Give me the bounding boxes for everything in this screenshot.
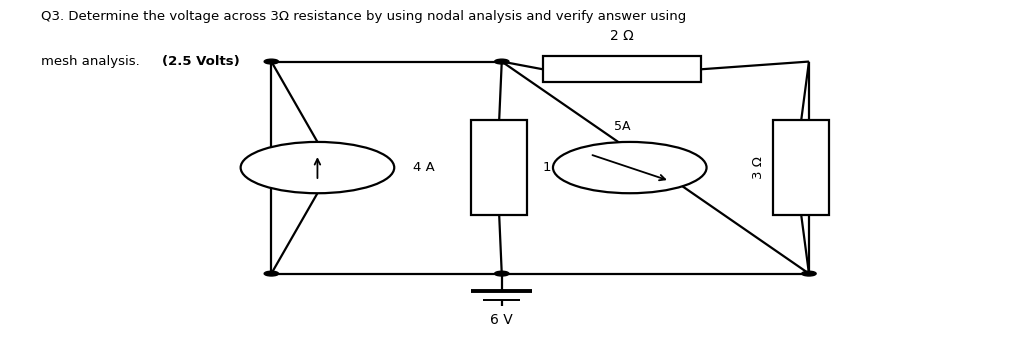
Bar <box>773 120 829 215</box>
Text: 5A: 5A <box>613 120 631 133</box>
Circle shape <box>802 271 816 276</box>
Circle shape <box>553 142 707 193</box>
Text: 1 Ω: 1 Ω <box>543 161 565 174</box>
Text: Q3. Determine the voltage across 3Ω resistance by using nodal analysis and verif: Q3. Determine the voltage across 3Ω resi… <box>41 10 686 23</box>
Text: 3 Ω: 3 Ω <box>752 156 765 179</box>
Circle shape <box>264 271 279 276</box>
Bar <box>471 120 527 215</box>
Text: 4 A: 4 A <box>413 161 434 174</box>
Circle shape <box>264 59 279 64</box>
Circle shape <box>495 59 509 64</box>
Text: 6 V: 6 V <box>490 313 513 327</box>
Text: (2.5 Volts): (2.5 Volts) <box>162 55 240 68</box>
Circle shape <box>241 142 394 193</box>
Circle shape <box>495 271 509 276</box>
Text: mesh analysis.: mesh analysis. <box>41 55 144 68</box>
Bar <box>543 56 701 82</box>
Text: 2 Ω: 2 Ω <box>610 29 634 43</box>
